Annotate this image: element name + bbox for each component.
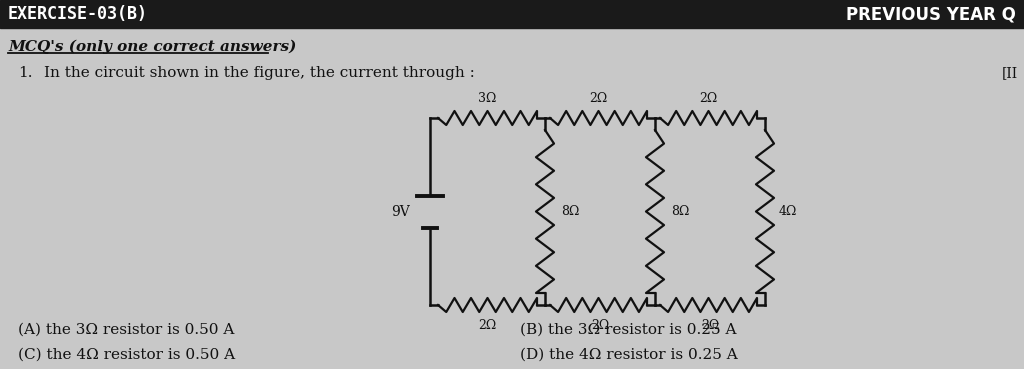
Text: (D) the 4Ω resistor is 0.25 A: (D) the 4Ω resistor is 0.25 A <box>520 348 737 362</box>
Text: In the circuit shown in the figure, the current through :: In the circuit shown in the figure, the … <box>44 66 475 80</box>
Text: 9V: 9V <box>391 204 410 218</box>
Text: 2Ω: 2Ω <box>478 319 497 332</box>
Text: 4Ω: 4Ω <box>779 205 798 218</box>
Text: (A) the 3Ω resistor is 0.50 A: (A) the 3Ω resistor is 0.50 A <box>18 323 234 337</box>
Bar <box>0 0 1024 28</box>
Text: (B) the 3Ω resistor is 0.25 A: (B) the 3Ω resistor is 0.25 A <box>520 323 736 337</box>
Text: 2Ω: 2Ω <box>699 92 718 105</box>
Text: 2Ω: 2Ω <box>700 319 719 332</box>
Text: 8Ω: 8Ω <box>561 205 580 218</box>
Text: 2Ω: 2Ω <box>591 319 609 332</box>
Text: 1.: 1. <box>18 66 33 80</box>
Text: 8Ω: 8Ω <box>671 205 689 218</box>
Text: MCQ's (only one correct answers): MCQ's (only one correct answers) <box>8 40 296 54</box>
Text: 2Ω: 2Ω <box>590 92 607 105</box>
Text: PREVIOUS YEAR Q: PREVIOUS YEAR Q <box>846 5 1016 23</box>
Text: [II: [II <box>1001 66 1018 80</box>
Text: 3Ω: 3Ω <box>478 92 497 105</box>
Text: (C) the 4Ω resistor is 0.50 A: (C) the 4Ω resistor is 0.50 A <box>18 348 236 362</box>
Text: EXERCISE-03(B): EXERCISE-03(B) <box>8 5 148 23</box>
